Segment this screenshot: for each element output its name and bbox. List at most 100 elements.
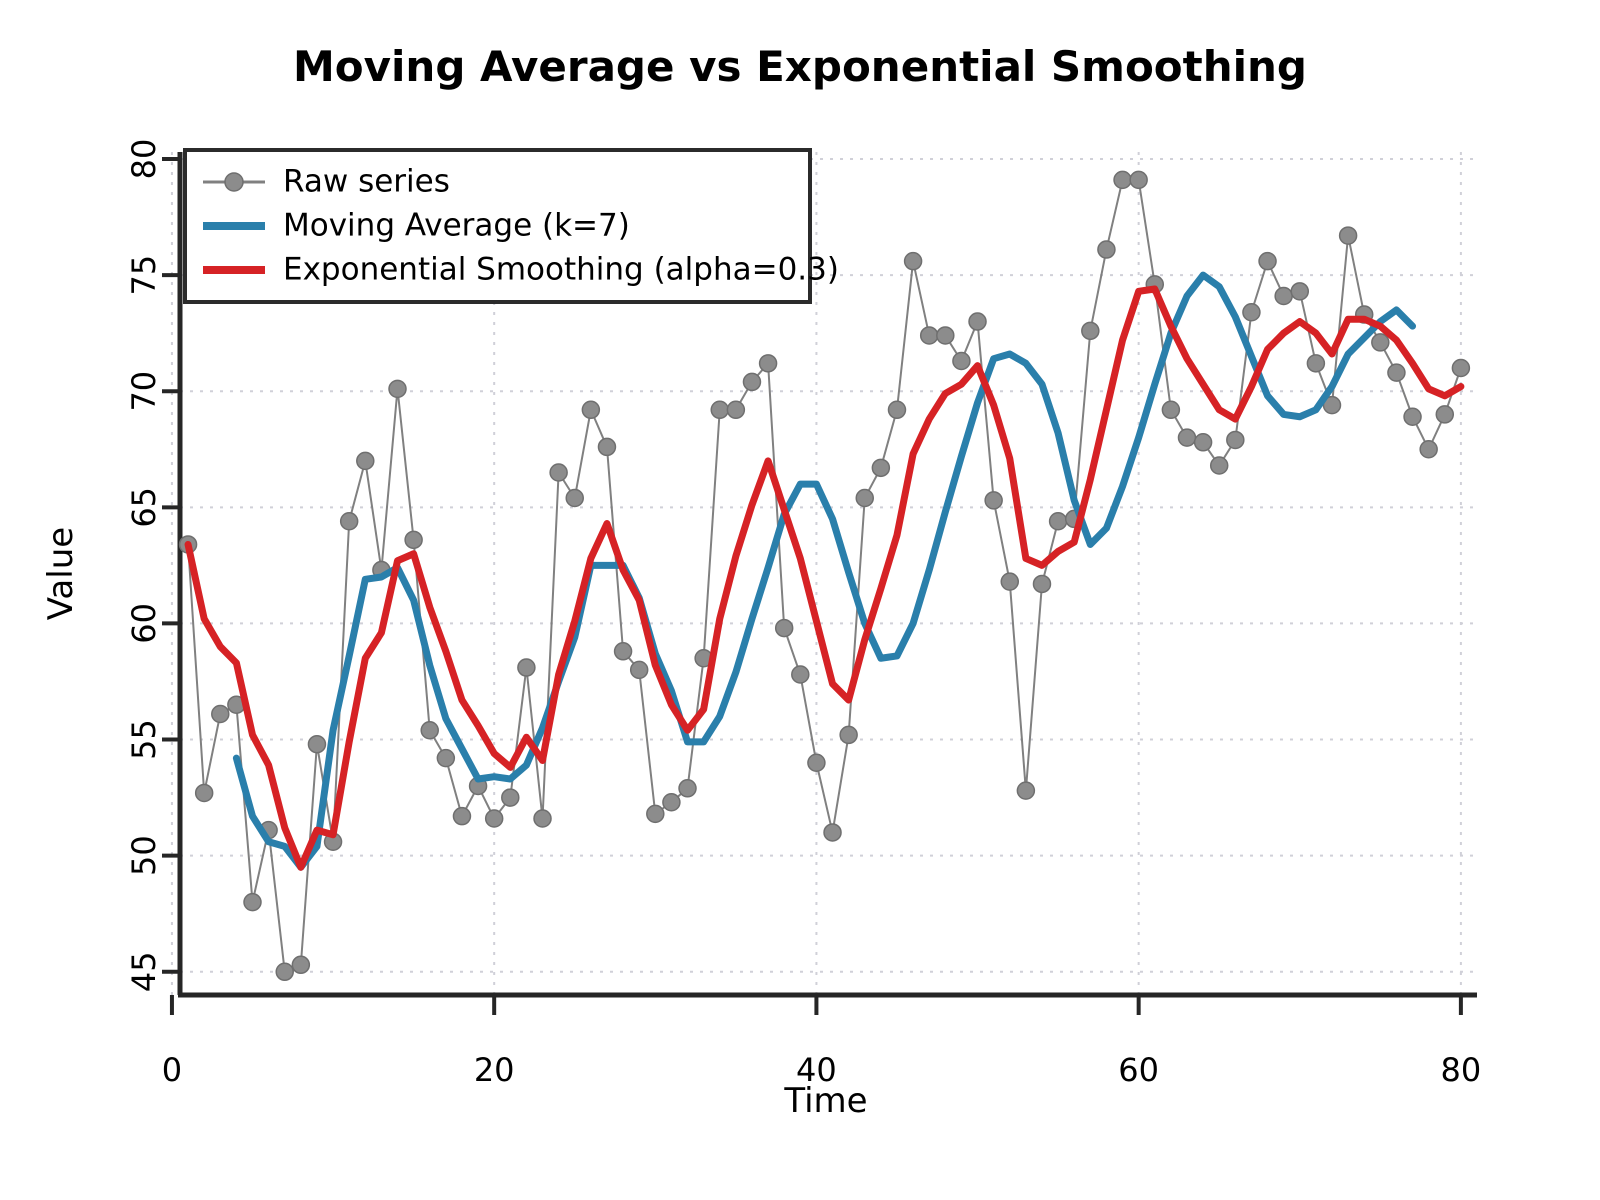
data-point-marker [1338,226,1358,245]
data-point-marker [1274,286,1293,306]
data-point-marker [1419,440,1438,459]
legend-item[interactable]: Exponential Smoothing (alpha=0.3) [203,252,839,288]
data-point-marker [339,512,359,531]
data-point-marker [275,962,294,982]
data-point-marker [436,748,456,768]
data-point-marker [936,326,955,345]
data-point-marker [581,400,601,420]
data-point-marker [1113,170,1132,190]
y-axis-tick-label: 55 [125,719,163,760]
data-point-marker [211,704,230,724]
data-point-marker [307,734,327,754]
x-axis-tick-label: 80 [1441,1051,1482,1089]
data-point-marker [871,458,891,478]
data-point-marker [1000,572,1020,591]
data-point-marker [662,793,681,812]
series-line [187,178,1462,973]
chart-legend: Raw series Moving Average (k=7) Exponentia… [183,148,839,304]
data-point-marker [613,642,633,661]
data-point-marker [646,804,665,824]
legend-item[interactable]: Moving Average (k=7) [203,208,630,244]
data-point-marker [243,892,262,912]
data-point-marker [758,354,778,373]
axis-tick-labels: 45 50 55 60 65 70 75 80 0 20 40 60 80 [125,139,1481,1089]
data-point-marker [1371,333,1390,352]
data-point-marker [919,326,939,345]
data-point-marker [968,312,987,331]
data-point-marker [1242,302,1261,322]
y-axis-tick-label: 75 [125,255,163,296]
y-axis-tick-label: 65 [125,487,163,528]
data-point-marker [565,488,584,508]
series-moving-average-k-7 [232,271,1417,871]
data-point-marker [710,400,729,420]
data-point-marker [984,491,1003,510]
grid-lines [170,152,1477,995]
data-point-marker [1081,321,1100,341]
data-point-marker [1032,574,1052,594]
data-point-marker [1306,354,1326,373]
data-point-marker [484,809,504,828]
data-point-marker [533,809,552,828]
y-axis-tick-label: 45 [125,951,163,992]
axis-ticks [162,156,1463,1015]
series-line [184,285,1465,871]
data-point-marker [1193,433,1213,452]
data-point-marker [823,823,842,842]
legend-item-label: Exponential Smoothing (alpha=0.3) [283,252,839,288]
data-point-marker [194,783,214,803]
data-point-marker [420,721,439,740]
data-point-marker [1097,240,1116,259]
y-axis-tick-label: 80 [125,139,163,180]
chart-title: Moving Average vs Exponential Smoothing [293,42,1307,91]
data-point-marker [1177,428,1197,447]
data-point-marker [501,788,520,807]
x-axis-tick-label: 20 [474,1051,515,1089]
data-point-marker [774,618,794,638]
data-point-marker [1322,395,1342,415]
data-point-marker [597,437,617,457]
data-point-marker [807,753,826,773]
data-series-layer [178,170,1471,982]
data-point-marker [839,725,858,745]
data-point-marker [1387,363,1406,382]
legend-box [183,148,812,304]
data-point-marker [1048,512,1068,531]
data-point-marker [549,463,568,482]
data-point-marker [1226,430,1245,450]
data-point-marker [887,400,907,420]
data-point-marker [388,379,407,399]
y-axis-tick-label: 50 [125,835,163,876]
x-axis-label: Time [783,1081,867,1121]
data-point-marker [903,251,923,271]
data-point-marker [1451,358,1471,378]
legend-item-label: Raw series [283,164,450,200]
data-point-marker [1161,400,1181,420]
data-point-marker [629,660,649,680]
data-point-marker [952,351,971,371]
data-point-marker [291,955,311,975]
series-exponential-smoothing-alpha-0-3 [184,285,1465,871]
x-axis-tick-label: 60 [1118,1051,1159,1089]
data-point-marker [404,530,423,550]
legend-item-label: Moving Average (k=7) [283,208,630,244]
data-point-marker [517,658,536,677]
data-point-marker [1435,405,1455,424]
data-point-marker [1290,282,1310,301]
data-point-marker [1209,456,1229,475]
legend-item[interactable]: Raw series [203,164,450,200]
data-point-marker [726,400,746,420]
x-axis-tick-label: 40 [796,1051,837,1089]
data-point-marker [742,372,762,392]
data-point-marker [855,488,874,508]
y-axis-tick-label: 60 [125,603,163,644]
data-point-marker [452,806,472,826]
y-axis-tick-label: 70 [125,371,163,412]
data-point-marker [1258,251,1277,271]
data-point-marker [791,665,810,684]
series-line [232,271,1417,871]
y-axis-label: Value [41,527,81,620]
data-point-marker [356,451,375,471]
